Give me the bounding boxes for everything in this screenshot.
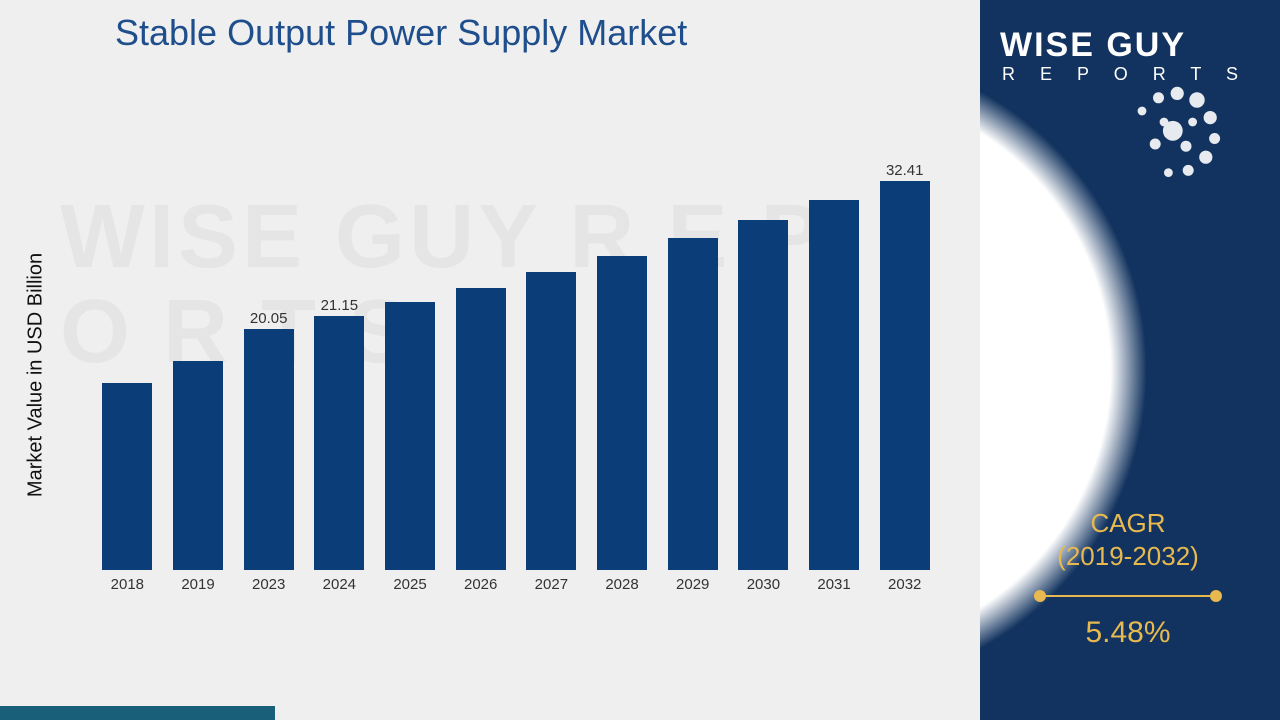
bar-slot [809,150,860,570]
cagr-block: CAGR (2019-2032) 5.48% [1018,507,1238,650]
bar [738,220,788,570]
bar [526,272,576,570]
x-tick-label: 2026 [455,570,506,600]
bar-value-label: 32.41 [879,162,930,179]
bar [244,329,294,570]
bar-slot: 21.15 [314,150,365,570]
cagr-line [1038,595,1218,597]
bar-slot [597,150,648,570]
bar [809,200,859,570]
x-tick-label: 2030 [738,570,789,600]
cagr-value: 5.48% [1018,616,1238,650]
bar [385,302,435,570]
cagr-label: CAGR (2019-2032) [1018,507,1238,572]
x-tick-label: 2029 [667,570,718,600]
x-tick-label: 2018 [102,570,153,600]
bar [668,238,718,570]
bar-slot [667,150,718,570]
x-tick-label: 2025 [385,570,436,600]
bar-slot [173,150,224,570]
bar-plot: 20.05 21.15 32.41 [98,150,934,570]
x-tick-label: 2031 [809,570,860,600]
bar-slot [738,150,789,570]
cagr-dot-right-icon [1210,590,1222,602]
x-tick-label: 2024 [314,570,365,600]
bottom-strip [0,706,275,720]
bar-value-label: 21.15 [314,297,365,314]
bar [173,361,223,570]
bar-slot [526,150,577,570]
chart-area: Market Value in USD Billion 20.0521.1532… [64,150,934,600]
y-axis-label: Market Value in USD Billion [25,253,48,497]
bar-slot [455,150,506,570]
chart-title: Stable Output Power Supply Market [115,12,687,54]
x-tick-label: 2023 [243,570,294,600]
bar-slot [385,150,436,570]
bar-value-label: 20.05 [243,310,294,327]
bar [314,316,364,570]
bar [102,383,152,570]
cagr-dot-left-icon [1034,590,1046,602]
x-axis-labels: 2018 2019 2023 2024 2025 2026 2027 2028 2029 2030… [98,570,934,600]
bar-slot: 20.05 [243,150,294,570]
brand-logo: WISE GUY R E P O R T S [1000,28,1250,85]
cagr-label-line2: (2019-2032) [1057,541,1199,571]
x-tick-label: 2032 [879,570,930,600]
bar [880,181,930,570]
bar-slot [102,150,153,570]
bar-slot: 32.41 [879,150,930,570]
brain-dots-icon [1120,78,1230,188]
x-tick-label: 2019 [173,570,224,600]
logo-main-text: WISE GUY [1000,28,1250,62]
bar [456,288,506,570]
x-tick-label: 2028 [597,570,648,600]
bar [597,256,647,570]
x-tick-label: 2027 [526,570,577,600]
cagr-divider [1038,586,1218,606]
page-root: WISE GUY R E P O R T S Stable Output Pow… [0,0,1280,720]
cagr-label-line1: CAGR [1090,508,1165,538]
